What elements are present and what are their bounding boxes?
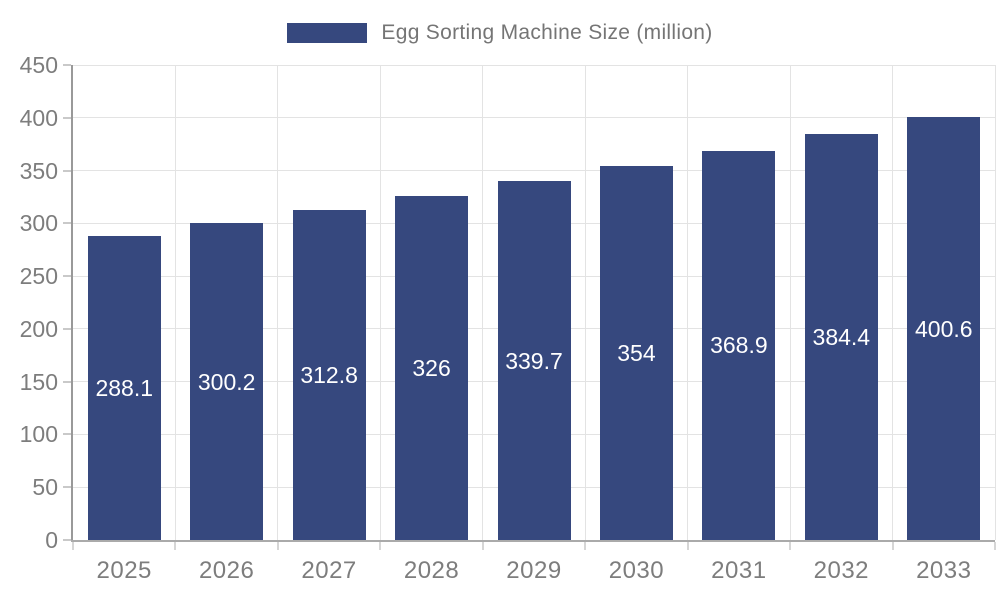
v-gridline: [892, 65, 894, 540]
x-tick-label: 2027: [301, 557, 357, 584]
bar-2031: [702, 150, 776, 540]
h-gridline: [73, 64, 995, 66]
v-gridline: [789, 65, 791, 540]
bar-value-label: 368.9: [710, 332, 768, 359]
v-gridline: [174, 65, 176, 540]
y-tick: [63, 116, 71, 119]
x-tick: [994, 542, 996, 550]
x-axis-line: [71, 540, 995, 542]
y-tick-label: 50: [32, 474, 58, 501]
bar-2027: [292, 209, 366, 540]
bar-2029: [497, 181, 571, 540]
x-tick: [72, 542, 74, 550]
bar-2030: [599, 166, 673, 540]
v-gridline: [994, 65, 996, 540]
y-tick: [63, 222, 71, 225]
y-tick: [63, 64, 71, 66]
x-tick-label: 2026: [198, 557, 255, 584]
y-tick-label: 150: [19, 368, 58, 395]
y-tick-label: 450: [19, 52, 58, 78]
y-tick-label: 200: [19, 315, 58, 342]
legend: Egg Sorting Machine Size (million): [0, 18, 1000, 48]
bar-value-label: 384.4: [812, 324, 871, 351]
x-tick: [481, 542, 484, 550]
bar-value-label: 300.2: [197, 368, 256, 395]
h-gridline: [73, 170, 995, 172]
x-tick: [891, 542, 894, 550]
x-tick: [686, 542, 689, 550]
bar-2025: [87, 235, 161, 540]
y-tick: [63, 486, 71, 489]
bar-value-label: 326: [412, 354, 451, 381]
x-tick: [379, 542, 382, 550]
bar-2032: [804, 134, 878, 540]
v-gridline: [584, 65, 586, 540]
x-tick-label: 2031: [711, 557, 767, 584]
bar-value-label: 354: [617, 340, 656, 367]
legend-label: Egg Sorting Machine Size (million): [381, 21, 713, 44]
x-tick-label: 2032: [813, 557, 870, 584]
y-tick-label: 0: [45, 527, 58, 553]
y-tick: [63, 327, 71, 330]
x-tick-label: 2028: [403, 557, 460, 584]
y-tick: [63, 380, 71, 383]
y-tick: [63, 275, 71, 278]
x-tick-label: 2029: [506, 557, 562, 584]
plot-area: 288.1 300.2 312.8 326 339.7 354 368.9 384.4 400.…: [63, 64, 996, 550]
y-tick-label: 100: [19, 421, 58, 448]
bar-value-label: 288.1: [95, 374, 154, 401]
v-gridline: [277, 65, 279, 540]
bar-2028: [395, 195, 469, 540]
y-tick-label: 350: [19, 157, 58, 184]
y-tick: [63, 539, 71, 541]
y-tick: [63, 433, 71, 436]
bar-value-label: 312.8: [300, 361, 358, 388]
legend-swatch: [287, 23, 368, 43]
h-gridline: [73, 117, 995, 119]
bar-value-label: 339.7: [505, 347, 563, 374]
bar-2033: [907, 117, 981, 540]
bar-2026: [190, 223, 264, 540]
v-gridline: [482, 65, 484, 540]
x-tick-label: 2025: [96, 557, 152, 584]
y-tick-label: 300: [19, 210, 58, 237]
x-tick: [789, 542, 792, 550]
x-tick: [276, 542, 279, 550]
y-tick: [63, 169, 71, 172]
x-tick-label: 2033: [916, 557, 972, 584]
y-axis-line: [71, 65, 73, 540]
bar-value-label: 400.6: [914, 315, 973, 342]
v-gridline: [379, 65, 381, 540]
v-gridline: [687, 65, 689, 540]
x-tick: [174, 542, 177, 550]
x-tick-label: 2030: [608, 557, 665, 584]
x-tick: [584, 542, 587, 550]
y-tick-label: 250: [19, 263, 58, 290]
y-tick-label: 400: [19, 104, 58, 131]
